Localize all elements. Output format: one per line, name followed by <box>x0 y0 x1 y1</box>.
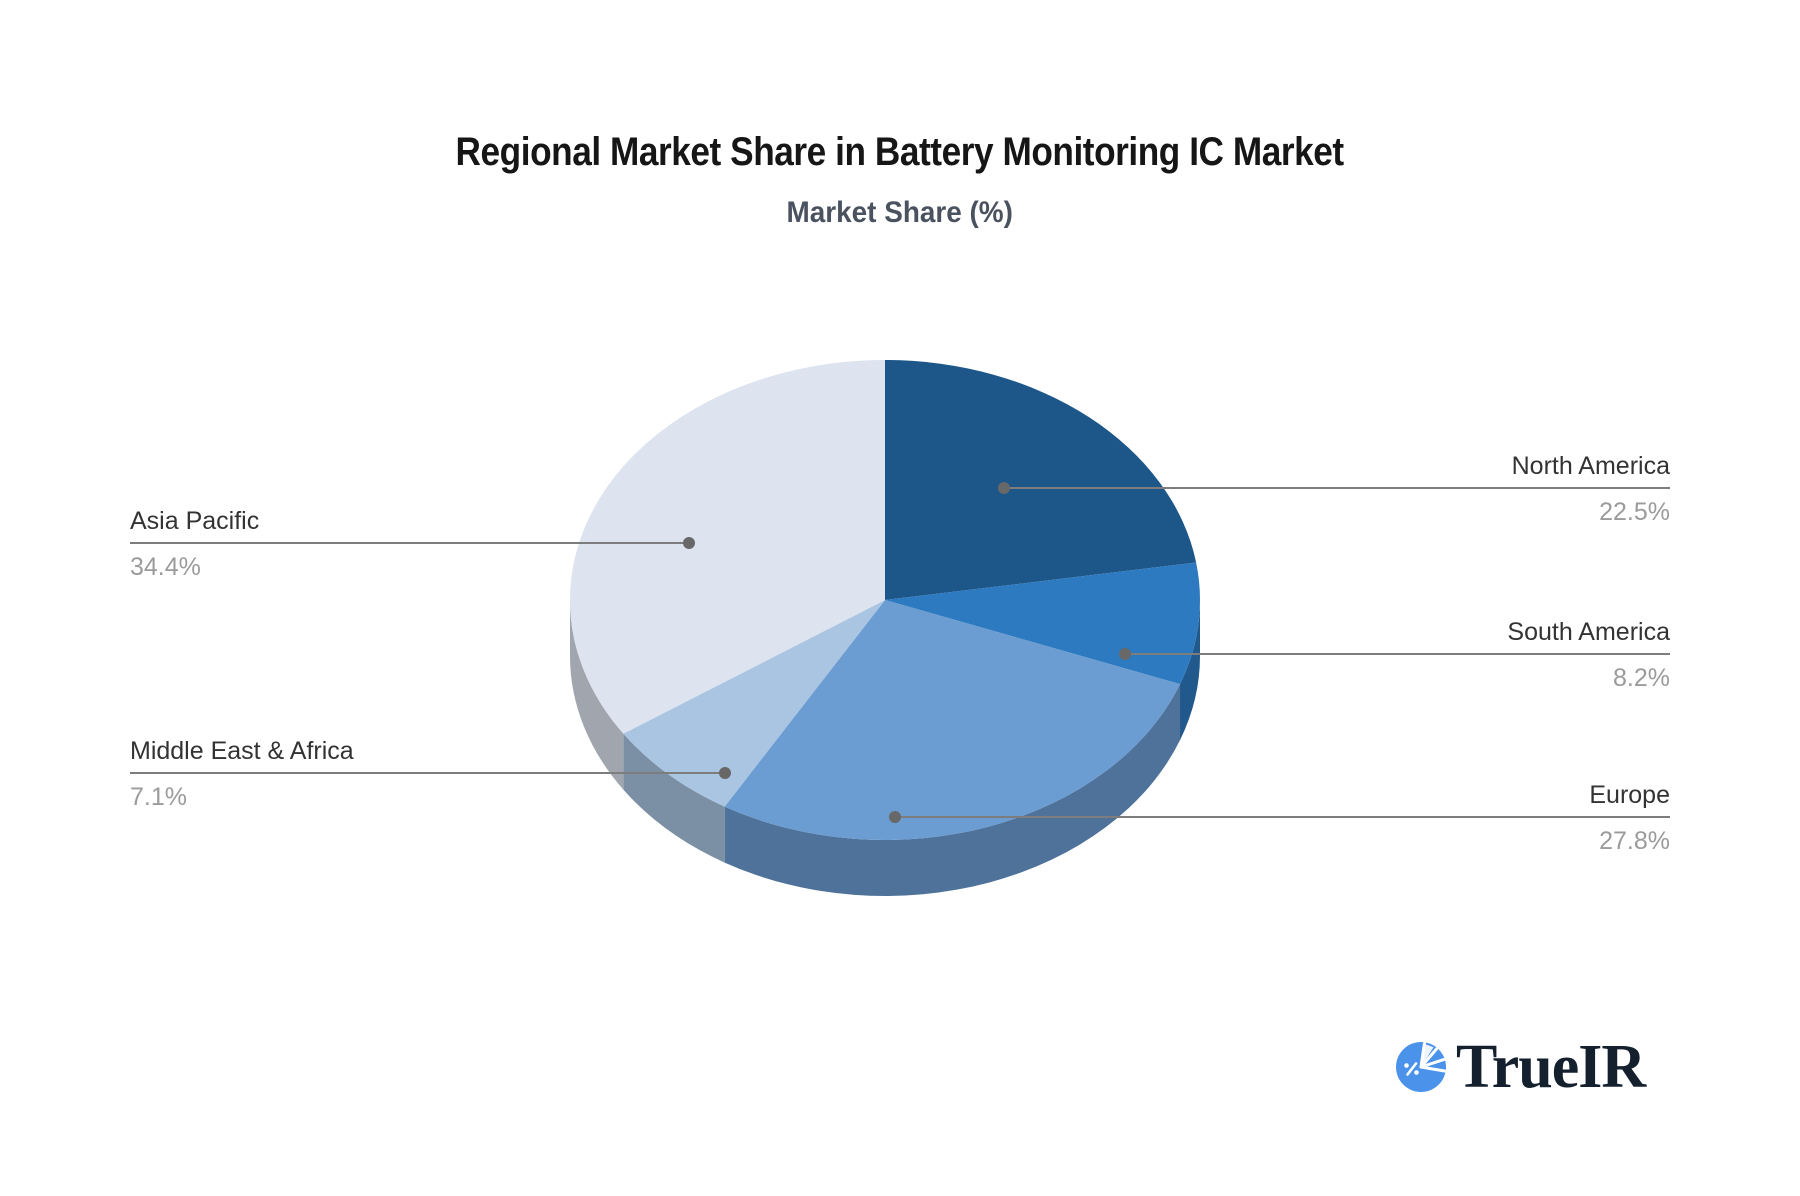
chart-subtitle: Market Share (%) <box>0 196 1800 230</box>
connector-dot-asia-pacific <box>683 537 695 549</box>
label-north-america: North America <box>1511 452 1670 480</box>
value-north-america: 22.5% <box>1599 498 1670 526</box>
pie-slice-north-america[interactable] <box>885 360 1197 600</box>
label-asia-pacific: Asia Pacific <box>130 507 260 535</box>
pie-rim-europe <box>724 684 1181 896</box>
chart-title-text: Regional Market Share in Battery Monitor… <box>455 130 1345 174</box>
label-middle-east-africa: Middle East & Africa <box>130 737 354 765</box>
value-europe: 27.8% <box>1599 827 1670 855</box>
pie-slice-middle-east-africa[interactable] <box>623 600 885 807</box>
pie-rim-middle-east-africa <box>623 733 725 863</box>
connector-dot-south-america <box>1119 648 1131 660</box>
value-middle-east-africa: 7.1% <box>130 783 187 811</box>
chart-title: Regional Market Share in Battery Monitor… <box>0 130 1800 175</box>
chart-subtitle-text: Market Share (%) <box>786 196 1014 229</box>
pie-chart-percent-icon <box>1396 1042 1447 1092</box>
value-south-america: 8.2% <box>1613 664 1670 692</box>
truir-logo[interactable]: TrueIR <box>1395 1033 1646 1101</box>
label-europe: Europe <box>1589 781 1670 809</box>
pie-slice-asia-pacific[interactable] <box>570 360 885 734</box>
value-asia-pacific: 34.4% <box>130 553 201 581</box>
logo-text: TrueIR <box>1456 1033 1646 1101</box>
connector-dot-north-america <box>998 482 1010 494</box>
connector-dot-europe <box>889 811 901 823</box>
label-south-america: South America <box>1507 618 1670 646</box>
pie-rim-south-america <box>1180 600 1200 741</box>
pie-slice-europe[interactable] <box>724 600 1181 840</box>
pie-rim-asia-pacific <box>570 600 624 790</box>
connector-dot-middle-east-africa <box>719 767 731 779</box>
